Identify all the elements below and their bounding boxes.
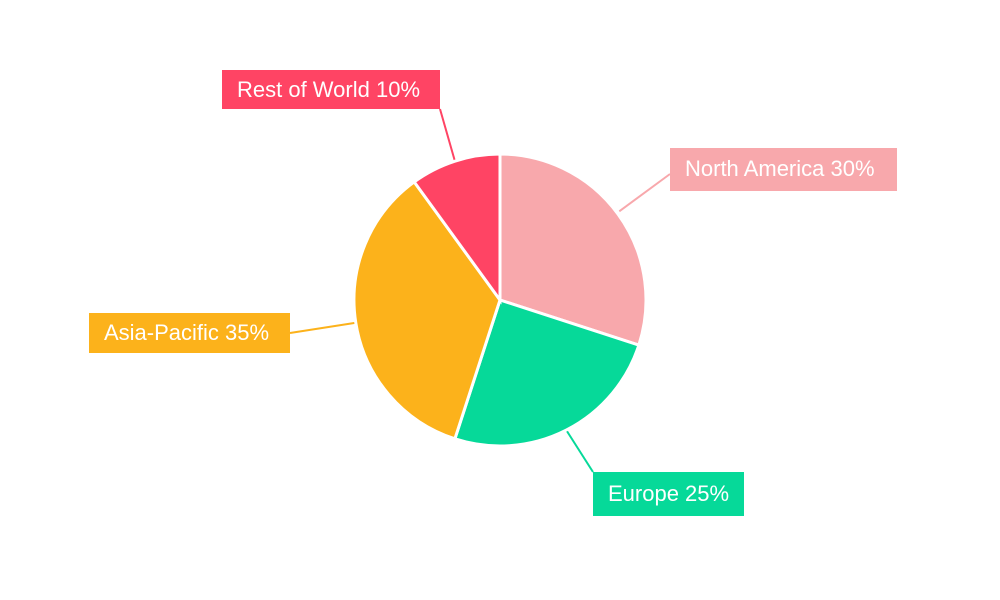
svg-text:Rest of World 10%: Rest of World 10%	[237, 77, 420, 102]
svg-text:Europe 25%: Europe 25%	[608, 481, 729, 506]
svg-text:North America 30%: North America 30%	[685, 156, 875, 181]
svg-text:Asia-Pacific 35%: Asia-Pacific 35%	[104, 320, 269, 345]
